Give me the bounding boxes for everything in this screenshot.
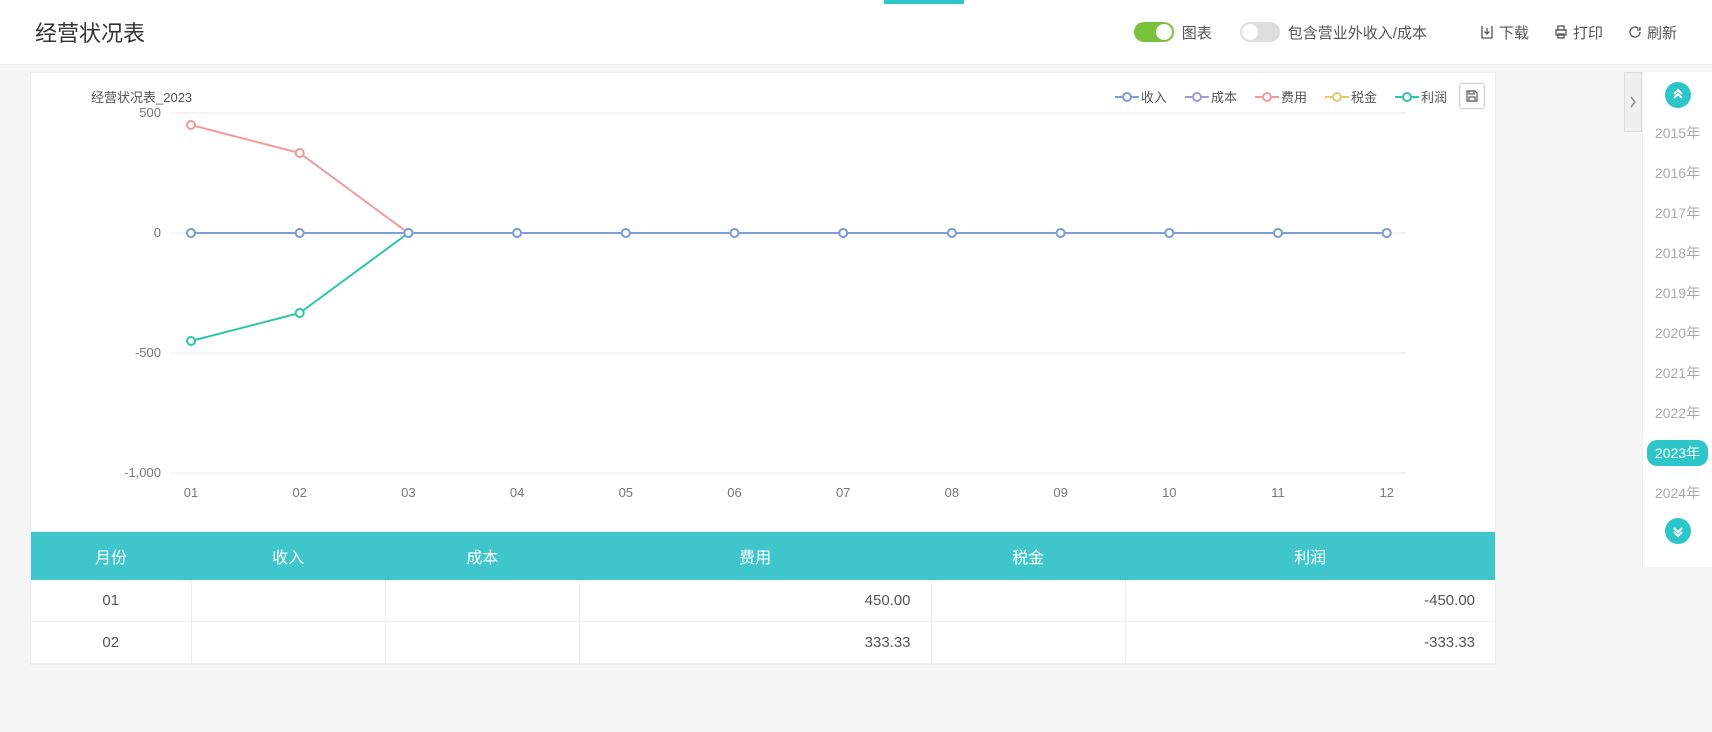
table-body: 01 450.00 -450.00 02 333.33 -333.33 xyxy=(31,580,1495,664)
print-label: 打印 xyxy=(1573,22,1603,43)
chevron-right-icon xyxy=(1628,95,1638,109)
year-item[interactable]: 2020年 xyxy=(1647,320,1708,346)
refresh-icon xyxy=(1627,24,1643,40)
year-item[interactable]: 2016年 xyxy=(1647,160,1708,186)
toggle-chart[interactable] xyxy=(1134,22,1174,42)
table-cell: 02 xyxy=(31,622,191,664)
table-cell: 333.33 xyxy=(580,622,932,664)
year-list: 2015年 2016年 2017年 2018年 2019年 2020年 2021年 2022年… xyxy=(1647,120,1708,506)
svg-text:08: 08 xyxy=(945,485,959,500)
refresh-label: 刷新 xyxy=(1647,22,1677,43)
table-cell: 450.00 xyxy=(580,580,932,622)
table-header: 月份 xyxy=(31,532,191,580)
data-table: 月份收入成本费用税金利润 01 450.00 -450.00 02 333.33 -333… xyxy=(30,532,1496,665)
svg-text:12: 12 xyxy=(1379,485,1393,500)
svg-text:06: 06 xyxy=(727,485,741,500)
table-row: 02 333.33 -333.33 xyxy=(31,622,1495,664)
chart-plot: 500 0 -500 -1,000 01 02 03 04 05 06 07 08 09 10 11 12 xyxy=(31,73,1497,533)
year-item[interactable]: 2024年 xyxy=(1647,480,1708,506)
chevron-down-icon xyxy=(1671,524,1685,538)
chevron-up-icon xyxy=(1671,88,1685,102)
year-item[interactable]: 2018年 xyxy=(1647,240,1708,266)
chart-card: 经营状况表_2023 收入成本费用税金利润 5000-500-1,0000102… xyxy=(30,72,1496,532)
table-cell xyxy=(191,580,385,622)
print-button[interactable]: 打印 xyxy=(1553,22,1603,43)
page-title: 经营状况表 xyxy=(35,16,145,48)
year-item[interactable]: 2022年 xyxy=(1647,400,1708,426)
svg-text:11: 11 xyxy=(1271,485,1285,500)
year-item[interactable]: 2019年 xyxy=(1647,280,1708,306)
svg-text:500: 500 xyxy=(139,105,161,120)
toolbar: 经营状况表 图表 包含营业外收入/成本 下载 打印 刷新 xyxy=(0,0,1712,65)
year-item[interactable]: 2021年 xyxy=(1647,360,1708,386)
table-cell xyxy=(385,580,579,622)
table-header: 成本 xyxy=(385,532,579,580)
toggle-chart-label: 图表 xyxy=(1182,22,1212,43)
svg-text:03: 03 xyxy=(401,485,415,500)
table-header: 利润 xyxy=(1125,532,1495,580)
svg-text:10: 10 xyxy=(1162,485,1176,500)
svg-text:0: 0 xyxy=(154,225,161,240)
svg-text:01: 01 xyxy=(184,485,198,500)
svg-text:05: 05 xyxy=(619,485,633,500)
table-header: 费用 xyxy=(580,532,932,580)
table-cell xyxy=(931,622,1125,664)
year-item[interactable]: 2017年 xyxy=(1647,200,1708,226)
table-header: 税金 xyxy=(931,532,1125,580)
table-header-row: 月份收入成本费用税金利润 xyxy=(31,532,1495,580)
toggle-extra[interactable] xyxy=(1240,22,1280,42)
scroll-up-button[interactable] xyxy=(1665,82,1691,108)
download-button[interactable]: 下载 xyxy=(1479,22,1529,43)
scroll-down-button[interactable] xyxy=(1665,518,1691,544)
svg-text:04: 04 xyxy=(510,485,524,500)
table-cell xyxy=(191,622,385,664)
svg-text:-500: -500 xyxy=(135,345,161,360)
table-cell: 01 xyxy=(31,580,191,622)
table-header: 收入 xyxy=(191,532,385,580)
main-area: 经营状况表_2023 收入成本费用税金利润 5000-500-1,0000102… xyxy=(30,72,1496,732)
refresh-button[interactable]: 刷新 xyxy=(1627,22,1677,43)
svg-text:07: 07 xyxy=(836,485,850,500)
svg-text:-1,000: -1,000 xyxy=(124,465,161,480)
table-cell: -450.00 xyxy=(1125,580,1495,622)
print-icon xyxy=(1553,24,1569,40)
toggle-chart-group: 图表 xyxy=(1134,22,1212,43)
expand-handle[interactable] xyxy=(1624,72,1642,132)
download-label: 下载 xyxy=(1499,22,1529,43)
toggle-extra-group: 包含营业外收入/成本 xyxy=(1240,22,1427,43)
table-cell: -333.33 xyxy=(1125,622,1495,664)
year-panel: 2015年 2016年 2017年 2018年 2019年 2020年 2021年 2022年… xyxy=(1642,72,1712,567)
active-tab-indicator xyxy=(884,0,964,4)
svg-text:09: 09 xyxy=(1053,485,1067,500)
year-item[interactable]: 2023年 xyxy=(1647,440,1708,466)
download-icon xyxy=(1479,24,1495,40)
year-item[interactable]: 2015年 xyxy=(1647,120,1708,146)
table-row: 01 450.00 -450.00 xyxy=(31,580,1495,622)
toggle-extra-label: 包含营业外收入/成本 xyxy=(1288,22,1427,43)
svg-text:02: 02 xyxy=(292,485,306,500)
table-cell xyxy=(385,622,579,664)
table-cell xyxy=(931,580,1125,622)
